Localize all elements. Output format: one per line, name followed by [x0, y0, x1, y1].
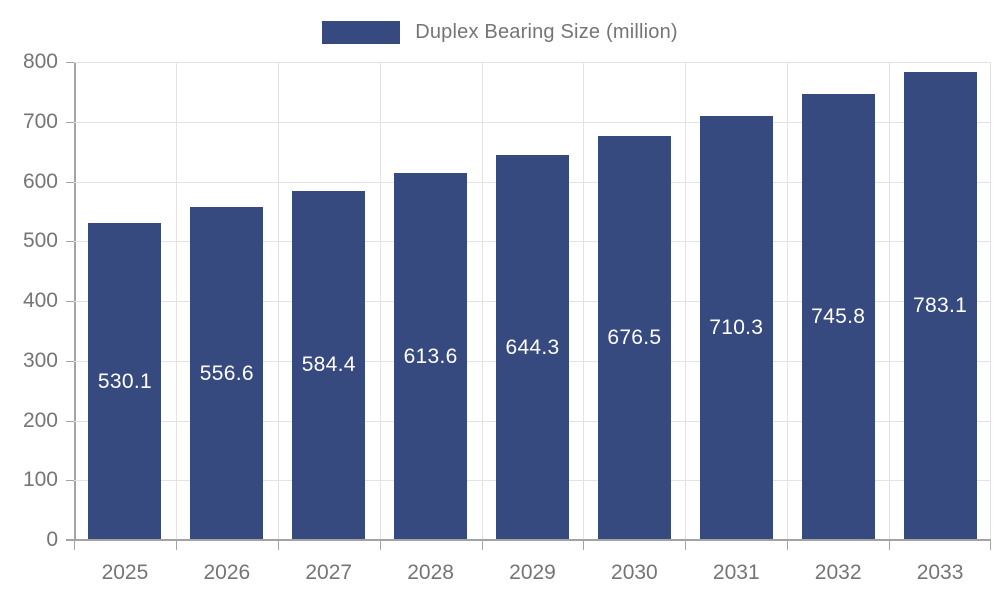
gridline-horizontal: [74, 121, 991, 123]
x-tick-mark: [583, 540, 585, 550]
y-tick-label: 500: [22, 229, 58, 253]
y-tick-mark: [66, 540, 74, 541]
x-tick-mark: [74, 540, 75, 550]
bar-value-label: 745.8: [811, 305, 866, 329]
gridline-vertical: [481, 62, 483, 540]
x-tick-label-2031: 2031: [712, 561, 760, 584]
x-tick-mark: [787, 540, 789, 550]
bar-2028[interactable]: 613.6: [394, 173, 468, 540]
bar-2026[interactable]: 556.6: [190, 207, 264, 540]
y-tick-mark: [66, 241, 74, 243]
y-tick-label: 300: [22, 348, 58, 372]
bar-2032[interactable]: 745.8: [801, 94, 875, 540]
gridline-horizontal: [74, 62, 991, 63]
y-tick-mark: [66, 480, 74, 482]
x-axis-line: [66, 539, 991, 541]
y-tick-label: 100: [22, 468, 58, 492]
gridline-vertical: [889, 62, 891, 540]
x-tick-label-2029: 2029: [509, 561, 556, 584]
legend-item[interactable]: Duplex Bearing Size (million): [0, 12, 1000, 52]
bar-2033[interactable]: 783.1: [903, 72, 977, 540]
y-tick-mark: [66, 62, 74, 63]
y-tick-mark: [66, 420, 74, 422]
bar-value-label: 676.5: [607, 325, 662, 349]
y-tick-mark: [66, 121, 74, 123]
bar-2027[interactable]: 584.4: [292, 190, 366, 540]
bar-2029[interactable]: 644.3: [496, 155, 569, 540]
y-tick-mark: [66, 360, 74, 362]
y-tick-label: 600: [22, 169, 58, 193]
bar-2031[interactable]: 710.3: [699, 115, 773, 540]
legend-label: Duplex Bearing Size (million): [415, 20, 678, 43]
gridline-vertical: [175, 62, 177, 540]
plot-area: 530.1 556.6 584.4 613.6 644.3 676.5 710.3 745.8…: [74, 62, 991, 540]
y-tick-label: 400: [22, 289, 58, 312]
bar-value-label: 584.4: [301, 353, 356, 377]
gridline-vertical: [277, 62, 279, 540]
bar-2030[interactable]: 676.5: [597, 135, 671, 540]
bar-value-label: 644.3: [505, 335, 560, 359]
x-tick-mark: [990, 540, 991, 550]
x-tick-mark: [889, 540, 891, 550]
x-tick-mark: [685, 540, 687, 550]
y-tick-label: 700: [22, 109, 58, 133]
y-tick-label: 200: [22, 408, 58, 432]
x-tick-label-2025: 2025: [101, 561, 149, 584]
gridline-vertical: [685, 62, 687, 540]
x-tick-label-2026: 2026: [203, 561, 251, 584]
x-tick-label-2027: 2027: [305, 561, 353, 584]
bar-value-label: 613.6: [403, 344, 458, 368]
x-tick-mark: [481, 540, 483, 550]
gridline-vertical: [379, 62, 381, 540]
x-tick-mark: [277, 540, 279, 550]
bar-value-label: 710.3: [709, 315, 764, 339]
x-tick-mark: [175, 540, 177, 550]
y-tick-label: 800: [22, 50, 58, 73]
bar-value-label: 783.1: [913, 294, 968, 318]
bar-2025[interactable]: 530.1: [88, 223, 162, 540]
bar-value-label: 556.6: [199, 361, 254, 385]
y-tick-mark: [66, 181, 74, 183]
x-tick-mark: [379, 540, 381, 550]
gridline-vertical: [583, 62, 585, 540]
gridline-vertical: [787, 62, 789, 540]
x-tick-label-2028: 2028: [407, 561, 454, 584]
bar-value-label: 530.1: [97, 369, 152, 393]
x-tick-label-2030: 2030: [611, 561, 658, 584]
x-tick-label-2032: 2032: [814, 561, 862, 584]
gridline-vertical: [990, 62, 991, 540]
x-tick-label-2033: 2033: [916, 561, 964, 584]
y-tick-mark: [66, 301, 74, 302]
y-tick-label: 0: [46, 528, 58, 551]
legend-swatch-icon: [322, 20, 401, 44]
